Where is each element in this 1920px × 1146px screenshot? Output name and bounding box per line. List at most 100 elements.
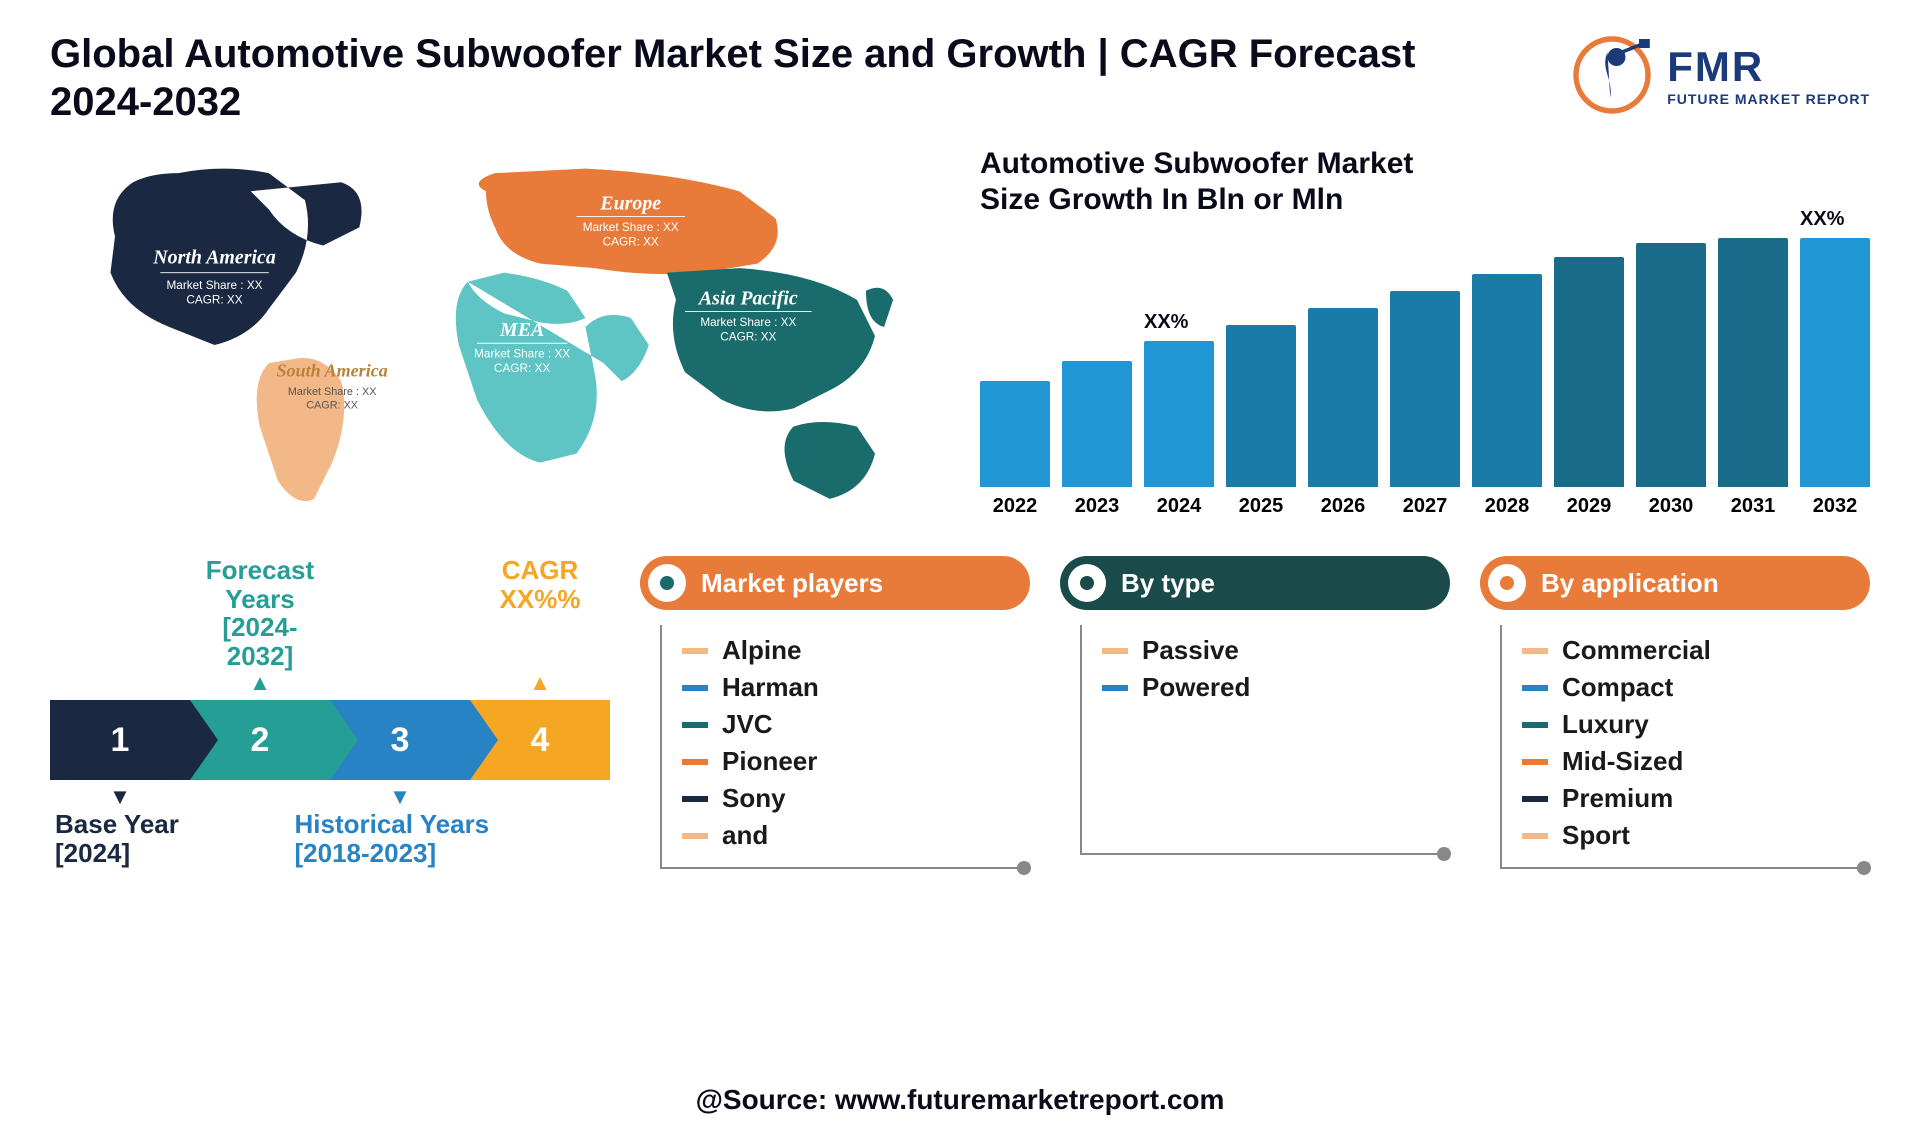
list-item: Compact: [1522, 672, 1870, 703]
eu-cagr: CAGR: XX: [603, 236, 659, 249]
item-label: and: [722, 820, 768, 851]
list-item: Sony: [682, 783, 1030, 814]
category-list: Passive Powered: [1080, 625, 1450, 855]
bullet-icon: [1488, 564, 1526, 602]
upper-row: North America Market Share : XX CAGR: XX…: [50, 146, 1870, 526]
bar-item: 2025: [1226, 238, 1296, 518]
bar: [1308, 308, 1378, 487]
list-item: Powered: [1102, 672, 1450, 703]
item-label: Premium: [1562, 783, 1673, 814]
item-bullet-icon: [682, 833, 708, 839]
item-label: Luxury: [1562, 709, 1649, 740]
item-bullet-icon: [1102, 685, 1128, 691]
item-label: Harman: [722, 672, 819, 703]
logo-text: FMR FUTURE MARKET REPORT: [1667, 43, 1870, 107]
bar-year-label: 2023: [1075, 495, 1120, 518]
logo-globe-icon: [1567, 30, 1657, 120]
bar: XX%: [1144, 341, 1214, 487]
item-bullet-icon: [1522, 833, 1548, 839]
bar-year-label: 2026: [1321, 495, 1366, 518]
ap-cagr: CAGR: XX: [720, 331, 776, 344]
logo-subtitle: FUTURE MARKET REPORT: [1667, 91, 1870, 107]
cagr-label: CAGRXX%%: [470, 556, 610, 670]
category-title: By application: [1541, 568, 1719, 599]
category-list: Commercial Compact Luxury Mid-Sized Premium S…: [1500, 625, 1870, 869]
na-share: Market Share : XX: [167, 279, 263, 292]
world-map: North America Market Share : XX CAGR: XX…: [50, 146, 940, 526]
bar-year-label: 2025: [1239, 495, 1284, 518]
item-bullet-icon: [1522, 685, 1548, 691]
bar-item: 2027: [1390, 238, 1460, 518]
bar: [1062, 361, 1132, 487]
bar-item: 2023: [1062, 238, 1132, 518]
item-bullet-icon: [682, 648, 708, 654]
category: By typePassivePowered: [1060, 556, 1450, 869]
item-label: JVC: [722, 709, 773, 740]
ap-label: Asia Pacific: [697, 287, 798, 309]
item-bullet-icon: [1522, 796, 1548, 802]
arrow-up-icon: ▲: [470, 670, 610, 696]
bar-year-label: 2024: [1157, 495, 1202, 518]
category-header: Market players: [640, 556, 1030, 610]
bar-annotation: XX%: [1144, 311, 1188, 334]
bar: [1472, 274, 1542, 487]
bar-year-label: 2027: [1403, 495, 1448, 518]
item-label: Sport: [1562, 820, 1630, 851]
item-label: Passive: [1142, 635, 1239, 666]
mea-label: MEA: [499, 319, 544, 341]
list-item: Luxury: [1522, 709, 1870, 740]
bar-year-label: 2031: [1731, 495, 1776, 518]
item-label: Commercial: [1562, 635, 1711, 666]
bar: [1226, 325, 1296, 487]
item-bullet-icon: [682, 759, 708, 765]
bar-item: 2026: [1308, 238, 1378, 518]
item-label: Compact: [1562, 672, 1673, 703]
list-item: Premium: [1522, 783, 1870, 814]
sa-cagr: CAGR: XX: [306, 399, 358, 411]
sa-share: Market Share : XX: [288, 386, 377, 398]
base-year-label: Base Year[2024]: [50, 810, 222, 867]
item-bullet-icon: [682, 722, 708, 728]
bullet-icon: [648, 564, 686, 602]
header: Global Automotive Subwoofer Market Size …: [50, 30, 1870, 126]
bar-chart: 20222023XX%20242025202620272028202920302…: [980, 238, 1870, 518]
historical-years-label: Historical Years[2018-2023]: [290, 810, 503, 867]
category-title: Market players: [701, 568, 883, 599]
region-mea: [456, 273, 649, 463]
bar-annotation: XX%: [1800, 208, 1844, 231]
bar-year-label: 2030: [1649, 495, 1694, 518]
arrow-down-icon: ▼: [50, 784, 190, 810]
list-item: JVC: [682, 709, 1030, 740]
eu-label: Europe: [599, 192, 661, 214]
list-item: Alpine: [682, 635, 1030, 666]
item-label: Powered: [1142, 672, 1250, 703]
map-svg: North America Market Share : XX CAGR: XX…: [50, 146, 940, 526]
item-bullet-icon: [1102, 648, 1128, 654]
forecast-label: Forecast Years[2024-2032]: [190, 556, 330, 670]
bar-item: 2029: [1554, 238, 1624, 518]
list-item: Commercial: [1522, 635, 1870, 666]
item-bullet-icon: [1522, 759, 1548, 765]
item-label: Pioneer: [722, 746, 817, 777]
logo: FMR FUTURE MARKET REPORT: [1567, 30, 1870, 120]
list-item: Sport: [1522, 820, 1870, 851]
bar: XX%: [1800, 238, 1870, 487]
categories: Market players Alpine Harman JVC Pioneer Sony…: [640, 556, 1870, 869]
list-item: Pioneer: [682, 746, 1030, 777]
item-bullet-icon: [1522, 722, 1548, 728]
category-list: Alpine Harman JVC Pioneer Sony and: [660, 625, 1030, 869]
timeline-bar: 1 2 3 4: [50, 700, 610, 780]
na-label: North America: [152, 247, 276, 269]
list-item: Mid-Sized: [1522, 746, 1870, 777]
bar: [1718, 238, 1788, 487]
bar-item: 2030: [1636, 238, 1706, 518]
item-bullet-icon: [682, 796, 708, 802]
bar-item: XX% 2024: [1144, 238, 1214, 518]
category: Market players Alpine Harman JVC Pioneer Sony…: [640, 556, 1030, 869]
list-item: Passive: [1102, 635, 1450, 666]
item-bullet-icon: [682, 685, 708, 691]
lower-row: Forecast Years[2024-2032] CAGRXX%% ▲ ▲ 1…: [50, 556, 1870, 869]
list-item: Harman: [682, 672, 1030, 703]
bar: [980, 381, 1050, 487]
bar-year-label: 2022: [993, 495, 1038, 518]
